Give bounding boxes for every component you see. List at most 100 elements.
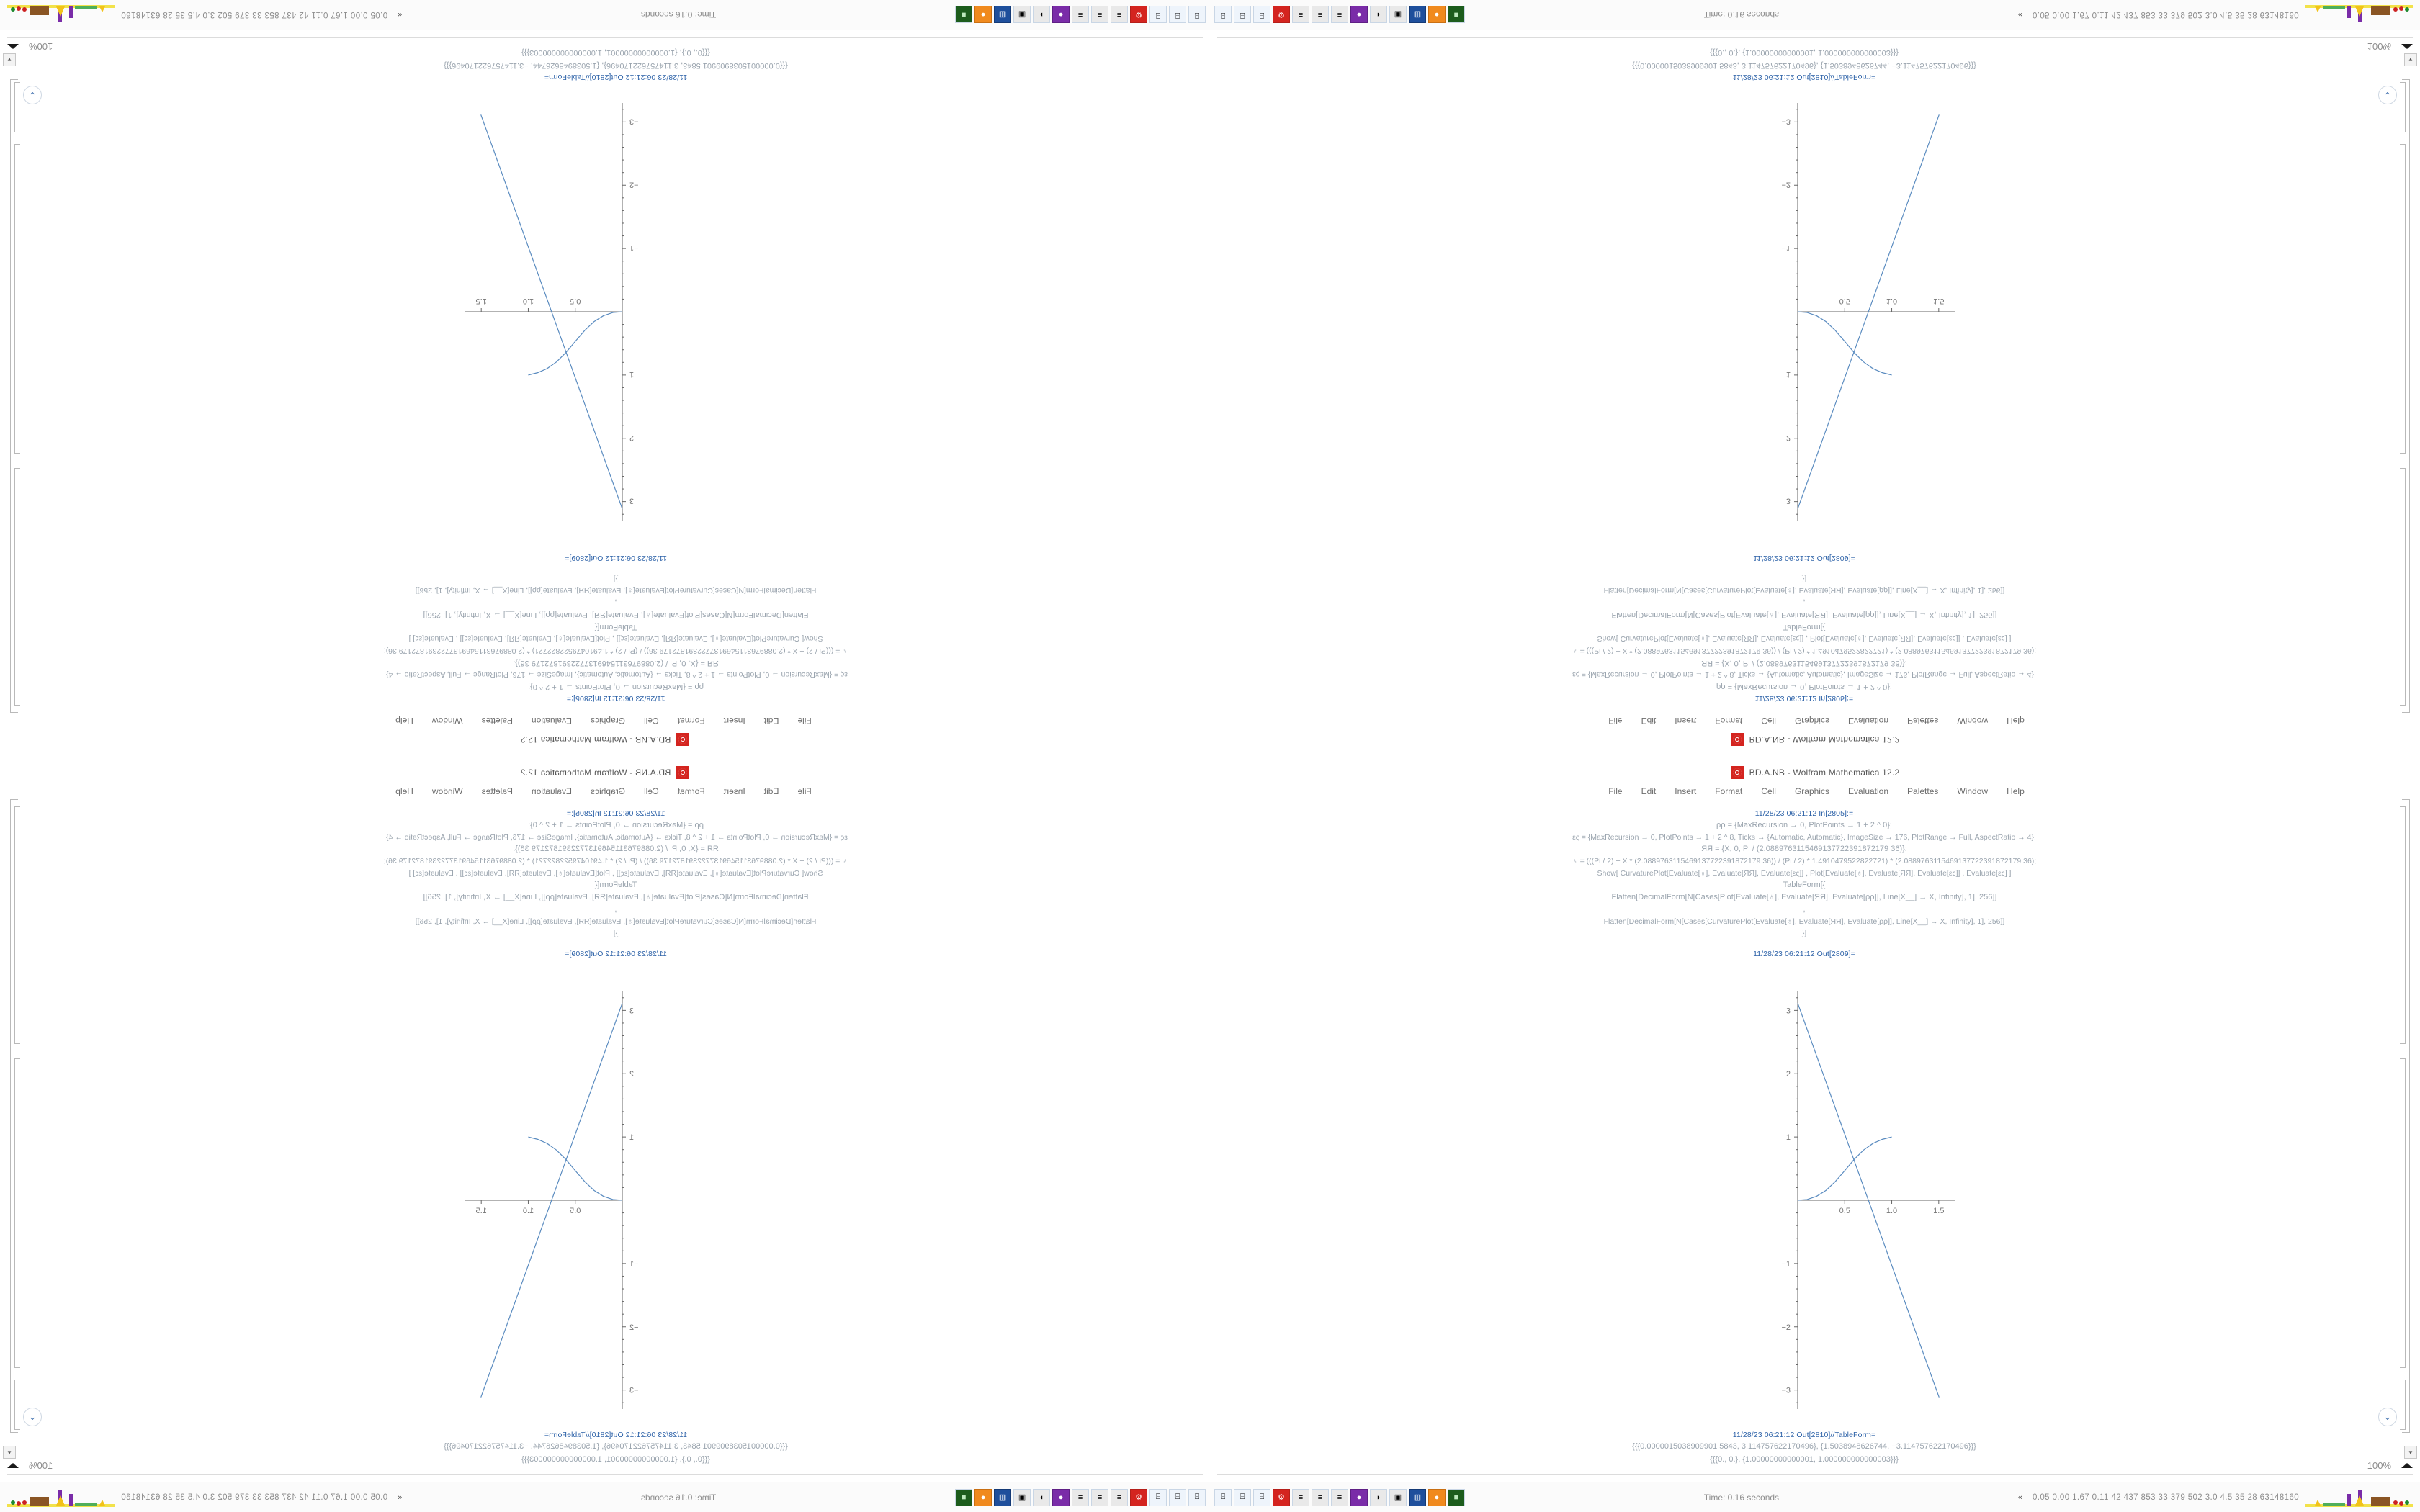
menu-item-palettes[interactable]: Palettes (481, 786, 513, 796)
calculator-icon[interactable]: ⌸ (1253, 6, 1270, 24)
code-line[interactable]: ♁ = (((Pi / 2) − X * (2.0889763115469137… (1572, 646, 2037, 655)
code-line[interactable]: Flatten[DecimalForm[N[Cases[CurvaturePlo… (415, 917, 817, 927)
code-line[interactable]: , (1803, 598, 1806, 608)
notebook-icon[interactable]: ≡ (1072, 1488, 1089, 1506)
code-line[interactable]: ες = {MaxRecursion → 0, PlotPoints → 1 +… (1572, 833, 2036, 842)
menu-item-help[interactable]: Help (395, 786, 413, 796)
zoom-control-row[interactable]: 100% (7, 37, 1203, 55)
menu-item-edit[interactable]: Edit (763, 786, 779, 796)
os-taskbar[interactable]: ⌸ ⌸ ⌸ ⚙ ≡ ≡ ≡ ● ◗ ▣ ▥ ● ■ Time: 0.16 seconds « 0.05 … (0, 1482, 1210, 1512)
zoom-control-row[interactable]: 100% (1217, 1457, 2413, 1475)
code-line[interactable]: ες = {MaxRecursion → 0, PlotPoints → 1 +… (384, 670, 848, 679)
notebook-icon[interactable]: ≡ (1292, 6, 1309, 24)
floppy-save-icon[interactable]: ▥ (994, 6, 1011, 24)
code-line[interactable]: Show[ CurvaturePlot[Evaluate[♁], Evaluat… (408, 634, 823, 644)
floppy-save-icon[interactable]: ▥ (1409, 6, 1426, 24)
menu-item-palettes[interactable]: Palettes (1907, 786, 1939, 796)
code-line[interactable]: ρρ = {MaxRecursion → 0, PlotPoints → 1 +… (528, 683, 704, 691)
menu-item-graphics[interactable]: Graphics (591, 786, 626, 796)
cell-bracket-output[interactable] (14, 144, 20, 454)
triangle-up-icon[interactable] (7, 44, 19, 49)
calculator-icon[interactable]: ⌸ (1234, 6, 1251, 24)
monitor-icon[interactable]: ▣ (1013, 1488, 1031, 1506)
os-taskbar[interactable]: ⌸ ⌸ ⌸ ⚙ ≡ ≡ ≡ ● ◗ ▣ ▥ ● ■ Time: 0.16 seconds « 0.05 … (1210, 0, 2420, 30)
menu-item-window[interactable]: Window (431, 786, 463, 796)
cell-bracket-input[interactable] (14, 468, 20, 706)
scroll-down-button[interactable]: ▼ (2404, 1446, 2417, 1459)
owl-icon[interactable]: ● (1350, 6, 1368, 24)
zoom-level-label[interactable]: 100% (29, 1460, 53, 1471)
menu-item-file[interactable]: File (797, 716, 812, 726)
menu-item-graphics[interactable]: Graphics (591, 716, 626, 726)
graphics-output-plot[interactable]: 0.5 1.0 1.5 −3 −2 −1 1 2 3 (1649, 89, 1959, 549)
code-line[interactable]: Flatten[DecimalForm[N[Cases[Plot[Evaluat… (1611, 892, 1997, 901)
code-line[interactable]: ЯЯ = {X, 0, Pi / (2.08897631154691377223… (513, 658, 719, 667)
graphics-output-plot[interactable]: 0.5 1.0 1.5 −3 −2 −1 1 2 3 (1649, 963, 1959, 1423)
menu-item-window[interactable]: Window (1957, 786, 1989, 796)
code-line[interactable]: ♁ = (((Pi / 2) − X * (2.0889763115469137… (383, 646, 848, 655)
menubar[interactable]: File Edit Insert Format Cell Graphics Evaluati… (0, 713, 1210, 729)
code-line[interactable]: ρρ = {MaxRecursion → 0, PlotPoints → 1 +… (1716, 683, 1892, 691)
cell-bracket-output[interactable] (14, 1058, 20, 1368)
chevron-up-icon[interactable]: « (398, 1493, 403, 1502)
input-cell-code[interactable]: ρρ = {MaxRecursion → 0, PlotPoints → 1 +… (384, 819, 848, 940)
code-line[interactable]: Flatten[DecimalForm[N[Cases[CurvaturePlo… (1603, 917, 2005, 927)
menu-item-window[interactable]: Window (1957, 716, 1989, 726)
calculator-icon[interactable]: ⌸ (1253, 1488, 1270, 1506)
wolfram-gear-icon[interactable]: ⚙ (1273, 6, 1290, 24)
code-line[interactable]: ЯЯ = {X, 0, Pi / (2.08897631154691377223… (513, 845, 719, 854)
menu-item-help[interactable]: Help (2007, 716, 2025, 726)
window-titlebar[interactable]: BD.A.NB - Wolfram Mathematica 12.2 (1210, 763, 2420, 782)
menubar[interactable]: File Edit Insert Format Cell Graphics Evaluati… (1210, 713, 2420, 729)
speaker-icon[interactable]: ◗ (1370, 6, 1387, 24)
menu-item-palettes[interactable]: Palettes (1907, 716, 1939, 726)
code-line[interactable]: TableForm[{ (1783, 880, 1826, 889)
menu-item-cell[interactable]: Cell (1761, 786, 1776, 796)
code-line[interactable]: }] (1801, 929, 1807, 938)
code-line[interactable]: Show[ CurvaturePlot[Evaluate[♁], Evaluat… (1597, 634, 2012, 644)
cell-bracket-output[interactable] (2400, 144, 2406, 454)
cell-bracket-input[interactable] (14, 806, 20, 1044)
zoom-level-label[interactable]: 100% (2367, 41, 2391, 52)
notebook-icon[interactable]: ≡ (1312, 1488, 1329, 1506)
calculator-icon[interactable]: ⌸ (1169, 1488, 1186, 1506)
triangle-up-icon[interactable] (7, 1463, 19, 1468)
menu-item-edit[interactable]: Edit (763, 716, 779, 726)
menu-item-evaluation[interactable]: Evaluation (1847, 786, 1889, 796)
code-line[interactable]: Flatten[DecimalForm[N[Cases[Plot[Evaluat… (423, 611, 809, 620)
menu-item-help[interactable]: Help (2007, 786, 2025, 796)
terminal-icon[interactable]: ■ (1448, 1488, 1465, 1506)
terminal-icon[interactable]: ■ (1448, 6, 1465, 24)
input-cell-code[interactable]: ρρ = {MaxRecursion → 0, PlotPoints → 1 +… (1572, 572, 2036, 693)
speaker-icon[interactable]: ◗ (1033, 6, 1050, 24)
menu-item-insert[interactable]: Insert (1675, 716, 1697, 726)
menubar[interactable]: File Edit Insert Format Cell Graphics Evaluati… (0, 783, 1210, 799)
calculator-icon[interactable]: ⌸ (1150, 6, 1167, 24)
zoom-control-row[interactable]: 100% (1217, 37, 2413, 55)
os-taskbar[interactable]: ⌸ ⌸ ⌸ ⚙ ≡ ≡ ≡ ● ◗ ▣ ▥ ● ■ Time: 0.16 seconds « 0.05 … (0, 0, 1210, 30)
menubar[interactable]: File Edit Insert Format Cell Graphics Evaluati… (1210, 783, 2420, 799)
code-line[interactable]: ες = {MaxRecursion → 0, PlotPoints → 1 +… (384, 833, 848, 842)
calculator-icon[interactable]: ⌸ (1169, 6, 1186, 24)
wolfram-gear-icon[interactable]: ⚙ (1273, 1488, 1290, 1506)
code-line[interactable]: Show[ CurvaturePlot[Evaluate[♁], Evaluat… (408, 868, 823, 878)
cell-bracket-group[interactable] (2402, 799, 2410, 1433)
window-titlebar[interactable]: BD.A.NB - Wolfram Mathematica 12.2 (0, 730, 1210, 749)
zoom-control-row[interactable]: 100% (7, 1457, 1203, 1475)
graphics-output-plot[interactable]: 0.5 1.0 1.5 −3 −2 −1 1 2 3 (461, 963, 771, 1423)
code-line[interactable]: ЯЯ = {X, 0, Pi / (2.08897631154691377223… (1701, 845, 1907, 854)
cell-bracket-output[interactable] (2400, 1058, 2406, 1368)
menu-item-cell[interactable]: Cell (1761, 716, 1776, 726)
taskbar-launchers[interactable]: ⌸ ⌸ ⌸ ⚙ ≡ ≡ ≡ ● ◗ ▣ ▥ ● ■ (955, 1488, 1210, 1506)
chevron-up-icon[interactable]: « (2017, 1493, 2022, 1502)
menu-item-evaluation[interactable]: Evaluation (531, 716, 573, 726)
notebook-icon[interactable]: ≡ (1091, 1488, 1108, 1506)
menu-item-palettes[interactable]: Palettes (481, 716, 513, 726)
owl-icon[interactable]: ● (1052, 1488, 1070, 1506)
terminal-icon[interactable]: ■ (955, 1488, 972, 1506)
menu-item-format[interactable]: Format (1715, 716, 1743, 726)
menu-item-window[interactable]: Window (431, 716, 463, 726)
menu-item-help[interactable]: Help (395, 716, 413, 726)
monitor-icon[interactable]: ▣ (1389, 1488, 1407, 1506)
menu-item-edit[interactable]: Edit (1641, 716, 1657, 726)
